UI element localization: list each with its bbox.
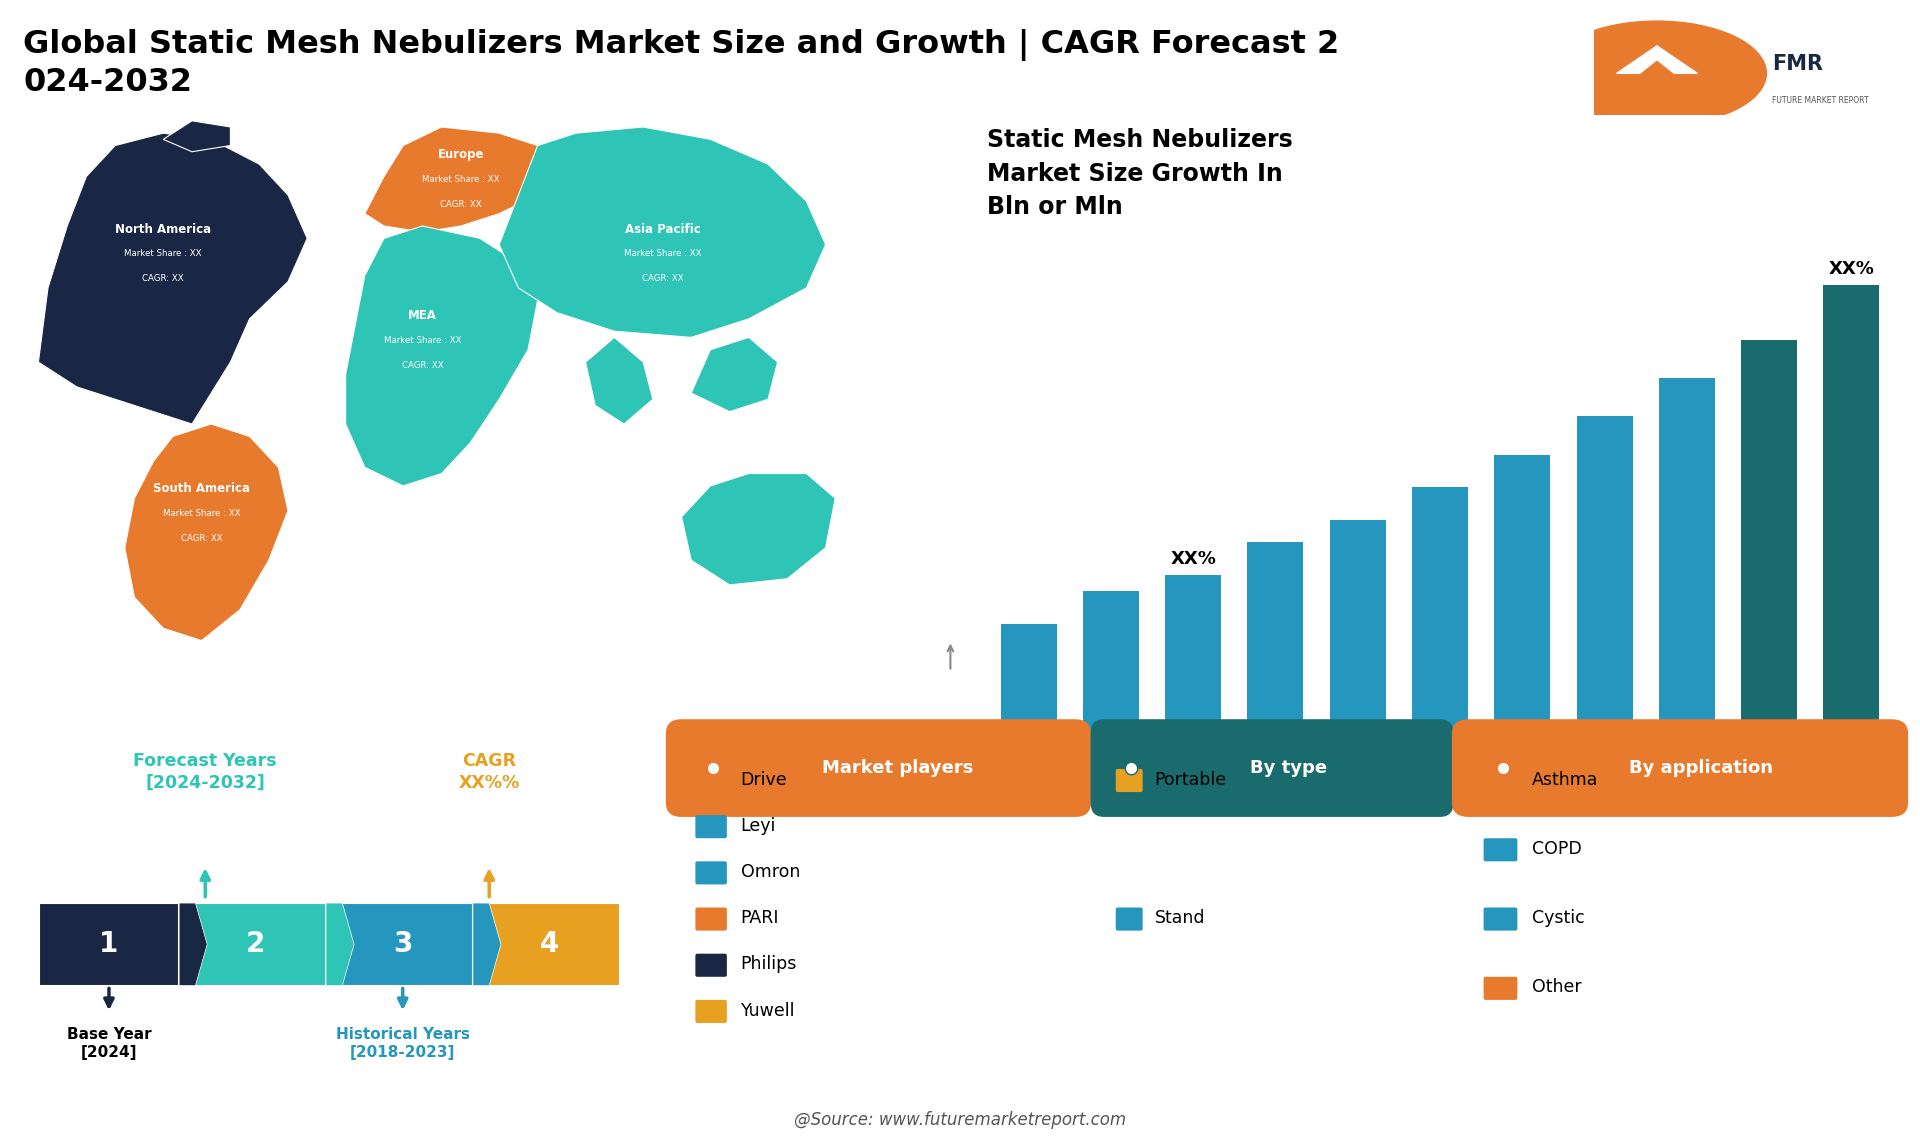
- Bar: [1741, 339, 1797, 733]
- Text: Cystic: Cystic: [1532, 909, 1584, 927]
- Text: 4: 4: [540, 931, 559, 958]
- Text: Static Mesh Nebulizers
Market Size Growth In
Bln or Mln: Static Mesh Nebulizers Market Size Growt…: [987, 128, 1294, 219]
- Bar: [1248, 542, 1304, 733]
- Bar: [1331, 520, 1386, 733]
- Polygon shape: [38, 133, 307, 424]
- Text: Omron: Omron: [741, 863, 801, 881]
- Text: Philips: Philips: [741, 956, 797, 973]
- Text: Global Static Mesh Nebulizers Market Size and Growth | CAGR Forecast 2
024-2032: Global Static Mesh Nebulizers Market Siz…: [23, 29, 1340, 97]
- Text: CAGR: XX: CAGR: XX: [142, 274, 184, 283]
- Text: Market players: Market players: [822, 759, 973, 777]
- Text: CAGR: XX: CAGR: XX: [401, 361, 444, 370]
- Bar: [1576, 416, 1632, 733]
- FancyBboxPatch shape: [695, 862, 728, 885]
- FancyBboxPatch shape: [666, 720, 1091, 817]
- FancyBboxPatch shape: [695, 953, 728, 976]
- Bar: [1824, 285, 1880, 733]
- FancyBboxPatch shape: [695, 908, 728, 931]
- FancyBboxPatch shape: [1484, 838, 1517, 862]
- Bar: [1659, 378, 1715, 733]
- Text: 3: 3: [394, 931, 413, 958]
- Text: Yuwell: Yuwell: [741, 1002, 795, 1020]
- FancyBboxPatch shape: [1484, 976, 1517, 999]
- Circle shape: [1548, 21, 1766, 126]
- Text: 1: 1: [100, 931, 119, 958]
- Text: Market Share : XX: Market Share : XX: [624, 250, 701, 258]
- Text: FMR: FMR: [1772, 54, 1824, 73]
- Text: Asthma: Asthma: [1532, 770, 1599, 788]
- Text: Portable: Portable: [1154, 770, 1227, 788]
- Text: @Source: www.futuremarketreport.com: @Source: www.futuremarketreport.com: [795, 1110, 1125, 1129]
- Text: XX%: XX%: [1169, 550, 1215, 568]
- Text: North America: North America: [115, 222, 211, 236]
- Polygon shape: [326, 903, 353, 986]
- Text: Market Share : XX: Market Share : XX: [163, 509, 240, 518]
- FancyBboxPatch shape: [186, 903, 326, 986]
- Text: Leyi: Leyi: [741, 817, 776, 834]
- Polygon shape: [1617, 46, 1697, 73]
- FancyBboxPatch shape: [1116, 908, 1142, 931]
- Text: Other: Other: [1532, 979, 1582, 997]
- Bar: [1165, 575, 1221, 733]
- Polygon shape: [682, 473, 835, 584]
- Text: By type: By type: [1250, 759, 1327, 777]
- Text: Stand: Stand: [1154, 909, 1206, 927]
- Text: CAGR: XX: CAGR: XX: [641, 274, 684, 283]
- Text: PARI: PARI: [741, 909, 780, 927]
- Text: Forecast Years
[2024-2032]: Forecast Years [2024-2032]: [132, 752, 276, 792]
- Text: Europe: Europe: [438, 148, 484, 162]
- Text: By application: By application: [1628, 759, 1774, 777]
- FancyBboxPatch shape: [695, 815, 728, 838]
- FancyBboxPatch shape: [1098, 799, 1448, 1096]
- FancyBboxPatch shape: [480, 903, 620, 986]
- Polygon shape: [499, 127, 826, 337]
- Text: Drive: Drive: [741, 770, 787, 788]
- Text: FUTURE MARKET REPORT: FUTURE MARKET REPORT: [1772, 96, 1868, 105]
- FancyBboxPatch shape: [332, 903, 472, 986]
- Text: MEA: MEA: [407, 309, 438, 322]
- Text: XX%: XX%: [1828, 260, 1874, 278]
- Text: Market Share : XX: Market Share : XX: [422, 175, 499, 185]
- Polygon shape: [125, 424, 288, 641]
- Text: Historical Years
[2018-2023]: Historical Years [2018-2023]: [336, 1027, 470, 1060]
- Text: CAGR: XX: CAGR: XX: [440, 199, 482, 209]
- Text: CAGR: XX: CAGR: XX: [180, 534, 223, 543]
- FancyBboxPatch shape: [674, 799, 1083, 1096]
- Polygon shape: [586, 337, 653, 424]
- Polygon shape: [472, 903, 501, 986]
- Text: Market Share : XX: Market Share : XX: [125, 250, 202, 258]
- Text: COPD: COPD: [1532, 840, 1582, 858]
- Polygon shape: [691, 337, 778, 411]
- FancyBboxPatch shape: [695, 769, 728, 792]
- Polygon shape: [163, 120, 230, 151]
- Text: CAGR
XX%%: CAGR XX%%: [459, 752, 520, 792]
- Bar: [1083, 591, 1139, 733]
- Bar: [1411, 487, 1469, 733]
- Polygon shape: [179, 903, 207, 986]
- Polygon shape: [346, 226, 538, 486]
- FancyBboxPatch shape: [1484, 908, 1517, 931]
- FancyBboxPatch shape: [1452, 720, 1908, 817]
- Text: Market Share : XX: Market Share : XX: [384, 336, 461, 345]
- FancyBboxPatch shape: [1116, 769, 1142, 792]
- FancyBboxPatch shape: [38, 903, 179, 986]
- FancyBboxPatch shape: [1484, 769, 1517, 792]
- Text: Base Year
[2024]: Base Year [2024]: [67, 1027, 152, 1060]
- Polygon shape: [365, 127, 557, 233]
- Bar: [1494, 455, 1549, 733]
- FancyBboxPatch shape: [695, 999, 728, 1023]
- Text: South America: South America: [154, 482, 250, 495]
- FancyBboxPatch shape: [1461, 799, 1899, 1096]
- Text: Asia Pacific: Asia Pacific: [624, 222, 701, 236]
- Bar: [1000, 625, 1056, 733]
- Text: 2: 2: [246, 931, 265, 958]
- FancyBboxPatch shape: [1091, 720, 1453, 817]
